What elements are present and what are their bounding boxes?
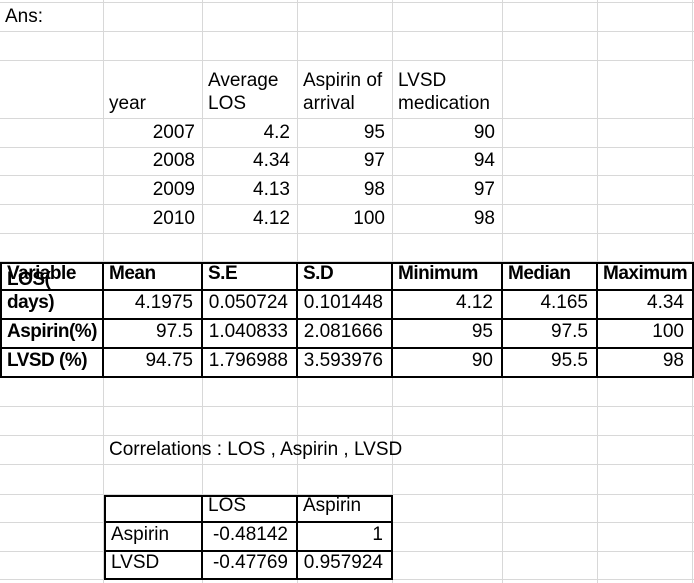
stats-header-maximum[interactable]: Maximum [598, 262, 694, 291]
gridline [0, 60, 694, 61]
gridline [0, 175, 694, 176]
stats-header-minimum[interactable]: Minimum [393, 262, 503, 291]
col-header-lvsd-medication[interactable]: LVSD medication [398, 70, 490, 115]
cell-ans[interactable]: Ans: [5, 6, 44, 28]
cell-avg-los[interactable]: 4.34 [253, 150, 290, 172]
gridline [0, 31, 694, 32]
corr-header-los[interactable]: LOS [203, 495, 298, 523]
stats-aspirin-min[interactable]: 95 [393, 320, 503, 349]
stats-lvsd-mean[interactable]: 94.75 [104, 349, 203, 378]
gridline [0, 261, 694, 262]
cell-aspirin[interactable]: 98 [363, 179, 385, 201]
corr-lvsd-los[interactable]: -0.47769 [203, 552, 298, 580]
cell-aspirin[interactable]: 97 [363, 150, 385, 172]
gridline [0, 435, 694, 436]
col-header-average-los[interactable]: Average LOS [208, 70, 279, 115]
stats-los-sd[interactable]: 0.101448 [298, 291, 393, 320]
corr-header-aspirin[interactable]: Aspirin [298, 495, 393, 523]
cell-year[interactable]: 2008 [152, 150, 195, 172]
cell-avg-los[interactable]: 4.13 [253, 179, 290, 201]
cell-lvsd[interactable]: 97 [473, 179, 495, 201]
stats-header-se[interactable]: S.E [203, 262, 298, 291]
gridline [0, 494, 694, 495]
cell-lvsd[interactable]: 90 [473, 122, 495, 144]
gridline [0, 406, 694, 407]
stats-header-mean[interactable]: Mean [104, 262, 203, 291]
col-header-aspirin-arrival[interactable]: Aspirin of arrival [303, 70, 383, 115]
stats-header-sd[interactable]: S.D [298, 262, 393, 291]
stats-label-aspirin[interactable]: Aspirin(%) [0, 320, 104, 349]
stats-aspirin-sd[interactable]: 2.081666 [298, 320, 393, 349]
cell-avg-los[interactable]: 4.2 [263, 122, 290, 144]
corr-label-aspirin[interactable]: Aspirin [104, 523, 203, 552]
cell-year[interactable]: 2009 [152, 179, 195, 201]
corr-label-lvsd[interactable]: LVSD [104, 552, 203, 580]
col-header-year[interactable]: year [109, 93, 146, 115]
stats-los-se[interactable]: 0.050724 [203, 291, 298, 320]
corr-aspirin-los[interactable]: -0.48142 [203, 523, 298, 552]
corr-corner-cell[interactable] [104, 495, 203, 523]
gridline [0, 2, 694, 3]
stats-los-max[interactable]: 4.34 [598, 291, 694, 320]
cell-year[interactable]: 2010 [152, 208, 195, 230]
stats-lvsd-max[interactable]: 98 [598, 349, 694, 378]
stats-label-lvsd[interactable]: LVSD (%) [0, 349, 104, 378]
corr-aspirin-aspirin[interactable]: 1 [298, 523, 393, 552]
stats-header-median[interactable]: Median [503, 262, 598, 291]
stats-los-min[interactable]: 4.12 [393, 291, 503, 320]
stats-aspirin-median[interactable]: 97.5 [503, 320, 598, 349]
cell-aspirin[interactable]: 100 [353, 208, 385, 230]
cell-year[interactable]: 2007 [152, 122, 195, 144]
stats-lvsd-sd[interactable]: 3.593976 [298, 349, 393, 378]
gridline [0, 464, 694, 465]
stats-los-median[interactable]: 4.165 [503, 291, 598, 320]
correlations-title[interactable]: Correlations : LOS , Aspirin , LVSD [109, 439, 403, 461]
stats-lvsd-se[interactable]: 1.796988 [203, 349, 298, 378]
cell-aspirin[interactable]: 95 [363, 122, 385, 144]
gridline [0, 147, 694, 148]
corr-lvsd-aspirin[interactable]: 0.957924 [298, 552, 393, 580]
stats-header-variable[interactable]: Variable [0, 262, 104, 291]
cell-lvsd[interactable]: 94 [473, 150, 495, 172]
stats-lvsd-min[interactable]: 90 [393, 349, 503, 378]
cell-lvsd[interactable]: 98 [473, 208, 495, 230]
stats-label-los[interactable]: LOS( days) [0, 269, 104, 320]
stats-aspirin-max[interactable]: 100 [598, 320, 694, 349]
gridline [0, 204, 694, 205]
stats-los-mean[interactable]: 4.1975 [104, 291, 203, 320]
stats-aspirin-se[interactable]: 1.040833 [203, 320, 298, 349]
cell-avg-los[interactable]: 4.12 [253, 208, 290, 230]
gridline [0, 233, 694, 234]
stats-aspirin-mean[interactable]: 97.5 [104, 320, 203, 349]
stats-lvsd-median[interactable]: 95.5 [503, 349, 598, 378]
gridline [0, 118, 694, 119]
